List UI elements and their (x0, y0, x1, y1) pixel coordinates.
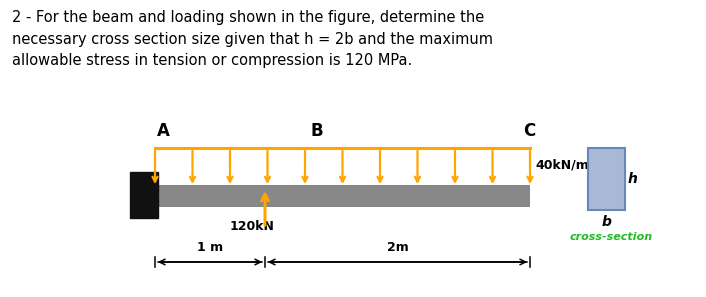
Text: A: A (157, 122, 170, 140)
Bar (155, 185, 530, 207)
Text: 40kN/m: 40kN/m (535, 159, 589, 172)
Text: 2 - For the beam and loading shown in the figure, determine the
necessary cross : 2 - For the beam and loading shown in th… (12, 10, 493, 68)
Bar (130, 172, 158, 218)
Bar (588, 148, 625, 210)
Text: 1 m: 1 m (197, 241, 223, 254)
Text: cross-section: cross-section (570, 232, 653, 242)
Text: C: C (523, 122, 535, 140)
Text: 120kN: 120kN (230, 220, 275, 233)
Text: h: h (628, 172, 638, 186)
Text: 2m: 2m (387, 241, 408, 254)
Text: b: b (602, 215, 611, 229)
Text: B: B (310, 122, 323, 140)
